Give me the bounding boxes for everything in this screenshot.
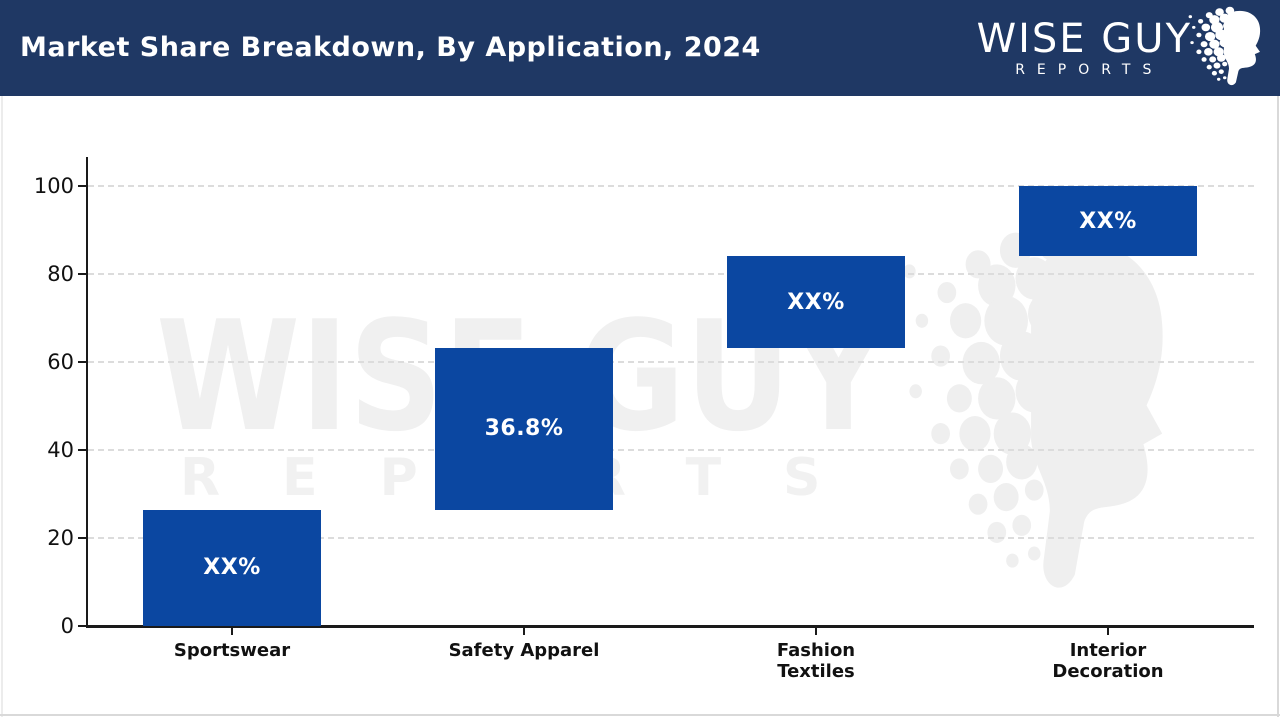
gridline — [88, 537, 1254, 539]
bar-value-label: XX% — [203, 555, 261, 581]
y-tick — [78, 361, 86, 363]
gridline — [88, 273, 1254, 275]
header: Market Share Breakdown, By Application, … — [0, 0, 1280, 96]
card-border-left — [1, 96, 3, 717]
y-tick-label: 60 — [47, 350, 74, 374]
x-category-label: Sportswear — [173, 640, 291, 661]
gridline — [88, 361, 1254, 363]
bar-value-label: XX% — [1079, 208, 1137, 234]
x-category-label: Interior Decoration — [1052, 640, 1164, 682]
logo-wordmark: WISE GUY — [976, 16, 1192, 62]
y-tick-label: 80 — [47, 262, 74, 286]
bar-value-label: XX% — [787, 289, 845, 315]
x-category-label: Fashion Textiles — [776, 640, 856, 682]
y-tick — [78, 449, 86, 451]
gridline — [88, 449, 1254, 451]
x-tick — [523, 628, 525, 635]
x-category-label: Safety Apparel — [448, 640, 600, 661]
logo-subtitle: REPORTS — [1015, 62, 1164, 78]
x-tick — [231, 628, 233, 635]
bar-sportswear: XX% — [143, 509, 321, 626]
y-axis — [86, 157, 88, 627]
chart-title: Market Share Breakdown, By Application, … — [20, 32, 761, 63]
bar-interior-decoration: XX% — [1019, 186, 1197, 257]
card-border-bottom — [0, 714, 1280, 716]
bar-safety-apparel: 36.8% — [435, 347, 613, 510]
bar-fashion-textiles: XX% — [727, 256, 905, 348]
gridline — [88, 185, 1254, 187]
y-tick-label: 0 — [60, 614, 74, 638]
x-tick — [815, 628, 817, 635]
bar-value-label: 36.8% — [484, 416, 564, 442]
x-axis — [86, 625, 1254, 628]
card-border-right — [1277, 96, 1279, 717]
wiseguy-logo: WISE GUY REPORTS — [977, 6, 1266, 88]
y-tick — [78, 537, 86, 539]
y-tick-label: 100 — [33, 174, 74, 198]
y-tick — [78, 185, 86, 187]
y-tick-label: 40 — [47, 438, 74, 462]
logo-text: WISE GUY REPORTS — [977, 18, 1192, 78]
y-tick — [78, 273, 86, 275]
y-tick-label: 20 — [47, 526, 74, 550]
y-tick — [78, 625, 86, 627]
x-tick — [1107, 628, 1109, 635]
